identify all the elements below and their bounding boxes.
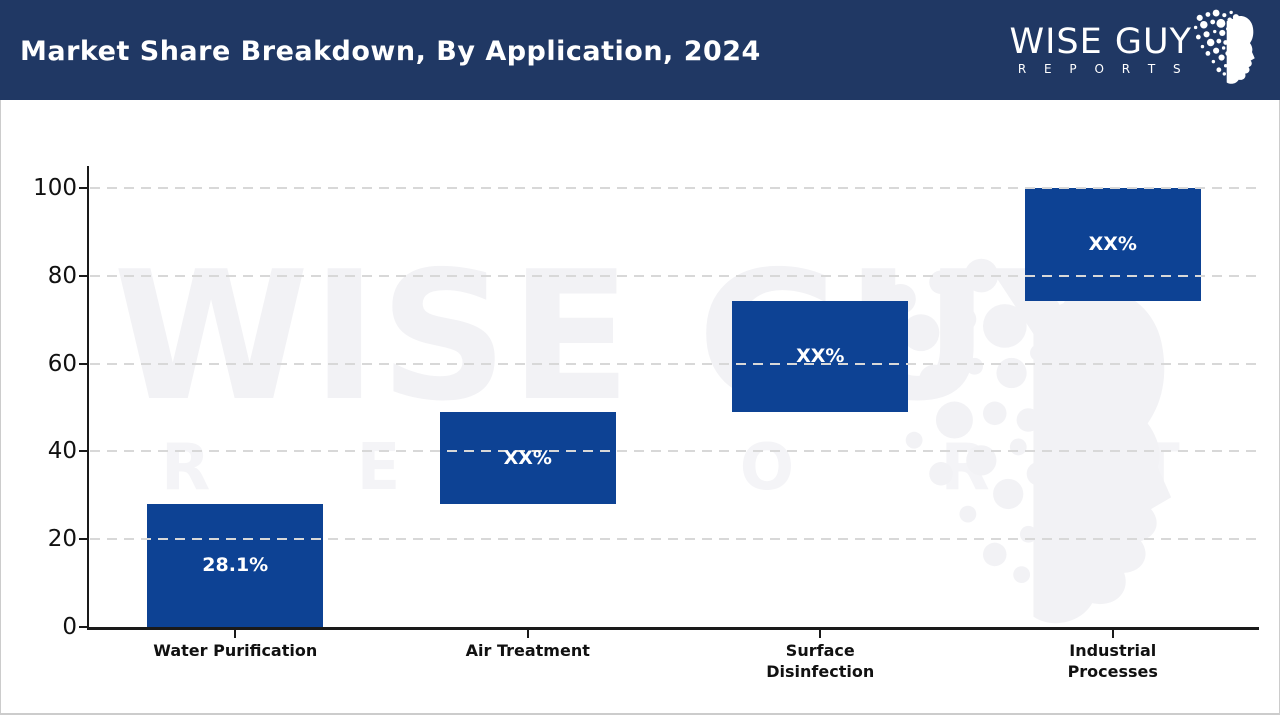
x-axis-tick-industrial-processes	[1111, 630, 1114, 638]
y-axis-label-60: 60	[47, 350, 77, 377]
x-axis-spine	[87, 627, 1259, 630]
x-axis-tick-water-purification	[234, 630, 237, 638]
bar-air-treatment	[439, 411, 616, 504]
bar-value-label-water-purification: 28.1%	[202, 554, 269, 577]
chart-area: WISE GUY R E P O R T S 02040608010028.1%…	[0, 100, 1280, 715]
y-axis-label-20: 20	[47, 526, 77, 553]
page-title: Market Share Breakdown, By Application, …	[20, 36, 761, 67]
y-axis-tick-80	[79, 274, 87, 277]
x-axis-label-air-treatment: Air Treatment	[465, 641, 590, 660]
x-axis-tick-surface-disinfection	[819, 630, 822, 638]
x-axis-label-industrial-processes: Industrial Processes	[1067, 641, 1158, 681]
logo-text: WISE GUY R E P O R T S	[1009, 24, 1192, 76]
gridline-60	[90, 362, 1256, 365]
y-axis-tick-0	[79, 626, 87, 628]
y-axis-tick-40	[79, 450, 87, 453]
header: Market Share Breakdown, By Application, …	[0, 0, 1280, 100]
logo-wordmark: WISE GUY	[1009, 22, 1192, 62]
bar-water-purification	[147, 503, 324, 627]
x-axis-label-surface-disinfection: Surface Disinfection	[766, 641, 875, 681]
y-axis-tick-100	[79, 187, 87, 189]
wiseguy-face-icon	[1193, 9, 1255, 84]
x-axis-tick-air-treatment	[526, 630, 529, 638]
gridline-100	[90, 187, 1256, 189]
waterfall-chart: 0 20 40 60 80 100 28.1% Water Purification XX% Ai…	[1, 100, 1279, 713]
x-axis-label-water-purification: Water Purification	[153, 641, 318, 660]
bar-value-label-industrial-processes: XX%	[1088, 233, 1137, 256]
gridline-40	[90, 450, 1256, 453]
bar-industrial-processes	[1024, 188, 1201, 301]
bar-value-label-surface-disinfection: XX%	[796, 345, 845, 368]
logo-subtitle: R E P O R T S	[1017, 62, 1188, 76]
y-axis-label-100: 100	[33, 175, 77, 201]
y-axis-label-0: 0	[62, 614, 77, 640]
bar-value-label-air-treatment: XX%	[503, 446, 552, 469]
gridline-20	[90, 538, 1256, 541]
wiseguy-logo: WISE GUY R E P O R T S	[1009, 8, 1262, 92]
y-axis-spine	[87, 166, 89, 629]
bar-surface-disinfection	[732, 300, 909, 412]
watermark-wordmark: WISE GUY	[113, 233, 1123, 440]
y-axis-tick-60	[79, 362, 87, 365]
y-axis-label-80: 80	[47, 262, 77, 289]
y-axis-tick-20	[79, 538, 87, 541]
gridline-80	[90, 274, 1256, 277]
y-axis-label-40: 40	[47, 438, 77, 465]
